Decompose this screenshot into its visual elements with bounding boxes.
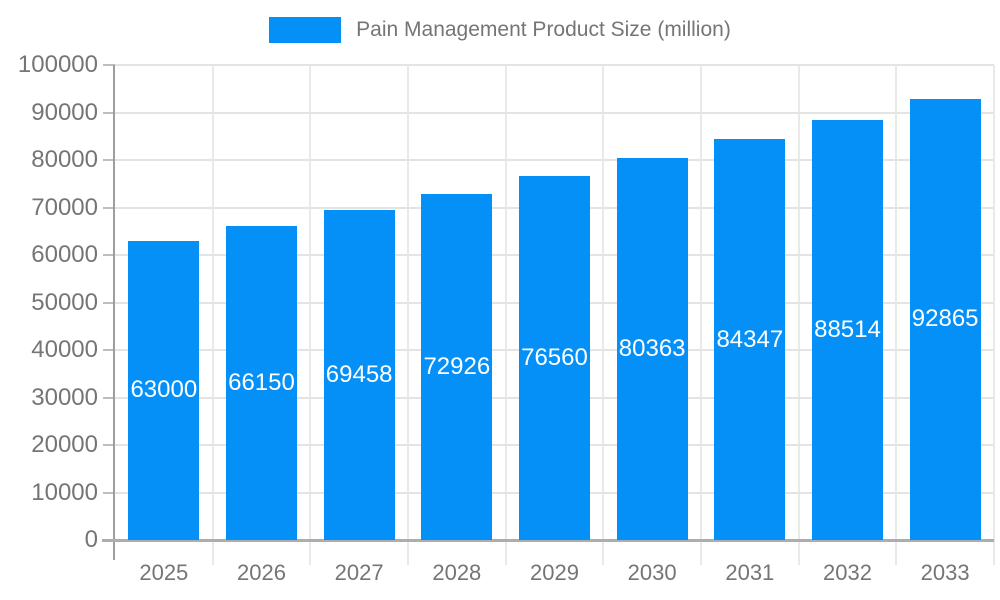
- x-axis-label: 2026: [237, 560, 286, 585]
- bar-2032[interactable]: [812, 119, 883, 540]
- vertical-gridline: [895, 65, 898, 565]
- y-axis-label: 0: [84, 526, 98, 553]
- bar-value-label: 63000: [130, 376, 198, 404]
- x-axis-label: 2027: [334, 560, 384, 585]
- y-axis-tick: [103, 444, 115, 446]
- bar-value-label: 80363: [618, 335, 686, 363]
- horizontal-gridline: [115, 111, 994, 114]
- bar-2031[interactable]: [714, 139, 786, 540]
- y-axis-tick: [103, 491, 115, 494]
- legend-series-label: Pain Management Product Size (million): [356, 18, 731, 41]
- x-axis-label: 2029: [530, 560, 579, 585]
- y-axis-label: 10000: [31, 478, 98, 506]
- y-axis-label: 50000: [31, 288, 98, 316]
- y-axis-label: 100000: [17, 51, 98, 78]
- legend[interactable]: Pain Management Product Size (million): [0, 14, 1000, 46]
- y-axis-tick: [103, 206, 115, 209]
- x-axis-label: 2028: [432, 560, 482, 585]
- y-axis-label: 80000: [31, 146, 98, 173]
- bar-2025[interactable]: [128, 240, 200, 540]
- horizontal-gridline: [115, 159, 994, 161]
- vertical-gridline: [700, 65, 702, 565]
- bar-2028[interactable]: [421, 193, 493, 540]
- horizontal-gridline: [115, 64, 994, 66]
- bar-value-label: 84347: [716, 325, 784, 353]
- bar-value-label: 69458: [325, 361, 393, 389]
- y-axis-tick: [103, 349, 115, 351]
- bar-2027[interactable]: [323, 210, 395, 540]
- vertical-gridline: [797, 65, 800, 565]
- y-axis-line: [113, 65, 115, 560]
- y-axis-tick: [103, 301, 115, 304]
- bar-2030[interactable]: [616, 158, 688, 540]
- y-axis-tick: [103, 64, 115, 66]
- bar-2029[interactable]: [519, 176, 590, 540]
- y-axis-tick: [103, 159, 115, 161]
- vertical-gridline: [407, 65, 409, 565]
- x-axis-label: 2030: [627, 560, 677, 585]
- y-axis-tick: [103, 254, 115, 256]
- bar-2033[interactable]: [909, 98, 981, 540]
- bar-value-label: 72926: [423, 352, 491, 380]
- vertical-gridline: [309, 65, 312, 565]
- y-axis-label: 30000: [31, 383, 98, 411]
- bar-value-label: 76560: [521, 344, 588, 372]
- y-axis-tick: [103, 111, 115, 114]
- y-axis-tick: [103, 396, 115, 399]
- bar-value-label: 66150: [228, 368, 295, 396]
- x-axis-label: 2025: [139, 560, 189, 585]
- bar-value-label: 88514: [814, 315, 881, 343]
- y-axis-label: 90000: [31, 98, 98, 126]
- y-axis-label: 40000: [31, 336, 98, 363]
- y-axis-label: 60000: [31, 241, 98, 268]
- vertical-gridline: [211, 65, 214, 565]
- vertical-gridline: [504, 65, 507, 565]
- bar-value-label: 92865: [911, 305, 979, 333]
- legend-swatch: [269, 17, 342, 43]
- y-axis-label: 70000: [31, 193, 98, 221]
- x-axis-label: 2033: [920, 560, 970, 585]
- x-axis-line: [102, 539, 994, 542]
- x-axis-label: 2032: [823, 560, 872, 585]
- x-axis-label: 2031: [725, 560, 775, 585]
- vertical-gridline: [602, 65, 605, 565]
- vertical-gridline: [993, 65, 995, 565]
- bar-2026[interactable]: [226, 225, 297, 540]
- y-axis-label: 20000: [31, 431, 98, 458]
